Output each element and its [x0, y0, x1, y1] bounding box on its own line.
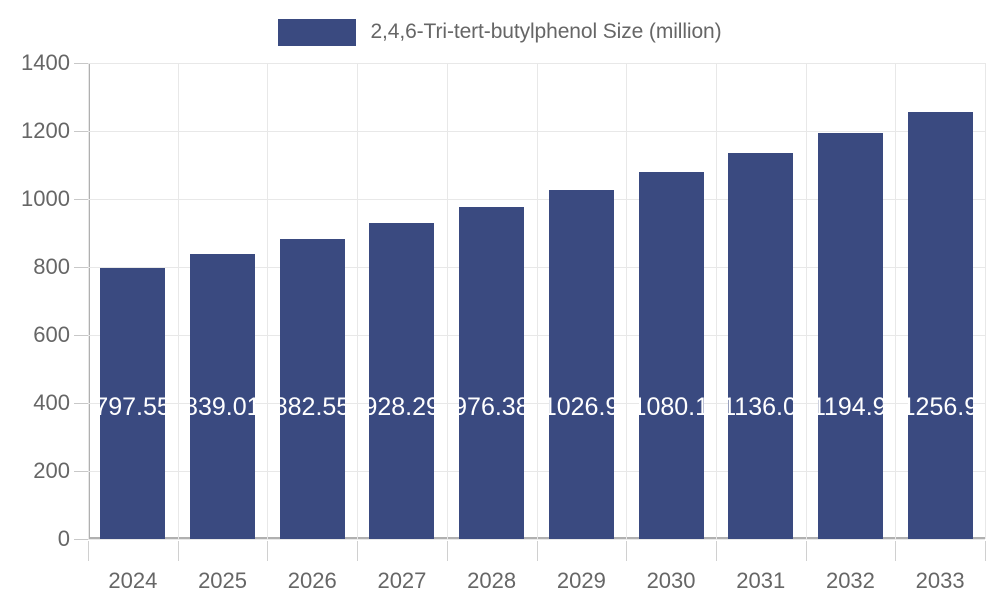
x-axis-tick-mark: [357, 541, 358, 561]
y-gridline: [88, 199, 985, 200]
bar-value-label: 1194.99: [818, 393, 883, 421]
y-axis-tick-label: 600: [33, 322, 70, 347]
x-axis-tick-label: 2027: [377, 568, 427, 593]
y-axis: 0 200 400 600 800 1000 1200 1400: [0, 50, 88, 551]
x-gridline: [178, 63, 179, 539]
y-gridline: [88, 131, 985, 132]
x-axis-tick-mark: [88, 541, 89, 561]
x-axis-tick-label: 2028: [467, 568, 517, 593]
bar[interactable]: 928.29: [369, 223, 435, 539]
y-axis-tick-mark: [74, 267, 88, 268]
y-axis-tick-label: 1000: [21, 186, 70, 211]
x-axis-tick-mark: [895, 541, 896, 561]
x-axis-tick-label: 2030: [646, 568, 696, 593]
bar-value-label: 1080.13: [638, 393, 704, 421]
y-axis-tick-mark: [74, 471, 88, 472]
y-axis-tick-label: 1400: [21, 50, 70, 75]
x-axis-tick-label: 2026: [287, 568, 337, 593]
y-axis-line: [88, 63, 90, 539]
x-axis-tick-label: 2032: [825, 568, 875, 593]
x-axis-tick-label: 2024: [108, 568, 158, 593]
x-gridline: [716, 63, 717, 539]
bar[interactable]: 1194.99: [817, 132, 883, 539]
plot-area: 797.55 839.01 882.55 928.29 976.38 1026.94 108…: [88, 63, 986, 540]
x-axis-line: [88, 537, 985, 539]
y-axis-tick-mark: [74, 539, 88, 540]
bar[interactable]: 1026.94: [548, 189, 614, 539]
y-axis-tick-mark: [74, 199, 88, 200]
x-axis-tick-label: 2033: [915, 568, 965, 593]
x-gridline: [447, 63, 448, 539]
bar[interactable]: 839.01: [190, 253, 256, 539]
x-axis-tick-label: 2029: [556, 568, 606, 593]
y-gridline: [88, 471, 985, 472]
x-axis-tick-mark: [985, 541, 986, 561]
x-gridline: [357, 63, 358, 539]
x-gridline: [88, 63, 89, 539]
y-axis-tick-mark: [74, 131, 88, 132]
x-gridline: [985, 63, 986, 539]
x-axis-tick-label: 2025: [198, 568, 248, 593]
y-axis-tick-label: 0: [57, 526, 70, 551]
x-axis-tick-mark: [716, 541, 717, 561]
x-gridline: [267, 63, 268, 539]
x-gridline: [537, 63, 538, 539]
x-axis-tick-mark: [806, 541, 807, 561]
bar[interactable]: 1256.97: [907, 111, 973, 539]
x-axis-tick-mark: [537, 541, 538, 561]
legend-series-label: 2,4,6-Tri-tert-butylphenol Size (million…: [370, 20, 722, 43]
x-axis-tick-label: 2031: [736, 568, 786, 593]
x-gridline: [806, 63, 807, 539]
y-axis-tick-mark: [74, 403, 88, 404]
y-gridline: [88, 63, 985, 64]
x-gridline: [626, 63, 627, 539]
y-gridline: [88, 267, 985, 268]
x-axis-tick-mark: [178, 541, 179, 561]
y-axis-tick-mark: [74, 63, 88, 64]
bar-value-label: 976.38: [459, 393, 525, 421]
x-axis: 2024 2025 2026 2027 2028 2029 2030 2031 2032 2033: [88, 541, 986, 600]
bar-value-label: 928.29: [369, 393, 435, 421]
bar-value-label: 797.55: [100, 393, 166, 421]
bar-value-label: 882.55: [279, 393, 345, 421]
legend-color-swatch: [278, 18, 357, 46]
bar[interactable]: 797.55: [100, 267, 166, 539]
bar[interactable]: 882.55: [279, 238, 345, 539]
y-axis-tick-mark: [74, 335, 88, 336]
x-gridline: [895, 63, 896, 539]
y-axis-tick-label: 800: [33, 254, 70, 279]
bar-value-label: 1026.94: [548, 393, 614, 421]
y-gridline: [88, 539, 985, 540]
x-axis-tick-mark: [447, 541, 448, 561]
y-gridline: [88, 403, 985, 404]
y-axis-tick-label: 1200: [21, 118, 70, 143]
bar[interactable]: 1080.13: [638, 171, 704, 539]
x-axis-tick-mark: [267, 541, 268, 561]
bar[interactable]: 976.38: [459, 207, 525, 539]
y-axis-tick-label: 400: [33, 390, 70, 415]
chart-legend: 2,4,6-Tri-tert-butylphenol Size (million…: [0, 14, 1000, 50]
y-axis-tick-label: 200: [33, 458, 70, 483]
y-gridline: [88, 335, 985, 336]
bar-value-label: 839.01: [190, 393, 256, 421]
x-axis-tick-mark: [626, 541, 627, 561]
bar-value-label: 1256.97: [907, 393, 973, 421]
